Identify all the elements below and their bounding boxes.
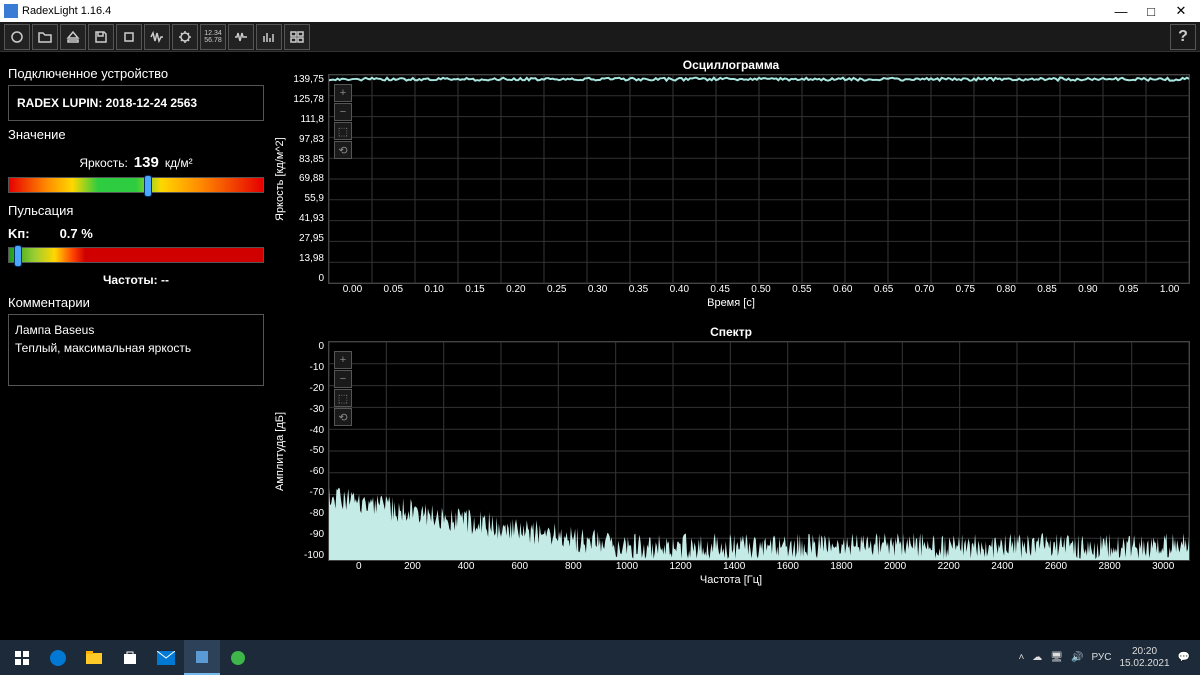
bars-button[interactable] bbox=[256, 24, 282, 50]
tray-monitor-icon[interactable]: 🖥 bbox=[1050, 652, 1063, 663]
brightness-bar bbox=[8, 177, 264, 193]
close-button[interactable]: ✕ bbox=[1166, 3, 1196, 19]
spec-plot[interactable] bbox=[328, 341, 1190, 561]
zoom-in-button[interactable]: + bbox=[334, 84, 352, 102]
store-icon[interactable] bbox=[112, 640, 148, 675]
zoom-fit-button[interactable]: ⬚ bbox=[334, 122, 352, 140]
system-tray: ˄ ☁ 🖥 🔊 РУС 20:20 15.02.2021 💬 bbox=[1018, 646, 1196, 670]
taskbar: ˄ ☁ 🖥 🔊 РУС 20:20 15.02.2021 💬 bbox=[0, 640, 1200, 675]
radexlight-task-icon[interactable] bbox=[184, 640, 220, 675]
start-button[interactable] bbox=[4, 640, 40, 675]
spec-xaxis: 0200400600800100012001400160018002000220… bbox=[272, 561, 1190, 572]
spec-ylabel: Амплитуда [дБ] bbox=[272, 341, 288, 561]
comments-box[interactable]: Лампа Baseus Теплый, максимальная яркост… bbox=[8, 314, 264, 386]
window-titlebar: RadexLight 1.16.4 — □ ✕ bbox=[0, 0, 1200, 22]
spec-xlabel: Частота [Гц] bbox=[272, 572, 1190, 588]
zoom-out-button[interactable]: − bbox=[334, 103, 352, 121]
sidebar: Подключенное устройство RADEX LUPIN: 201… bbox=[0, 52, 272, 640]
pulsation-marker bbox=[14, 245, 22, 267]
notifications-icon[interactable]: 💬 bbox=[1178, 652, 1190, 663]
explorer-icon[interactable] bbox=[76, 640, 112, 675]
zoom-reset-button[interactable]: ⟲ bbox=[334, 408, 352, 426]
wave-button[interactable] bbox=[144, 24, 170, 50]
tray-date: 15.02.2021 bbox=[1119, 658, 1169, 670]
pulse-button[interactable] bbox=[228, 24, 254, 50]
app-icon bbox=[4, 4, 18, 18]
brightness-row: Яркость: 139 кд/м² bbox=[8, 154, 264, 171]
edge-icon[interactable] bbox=[40, 640, 76, 675]
spec-zoom-controls: + − ⬚ ⟲ bbox=[334, 351, 352, 426]
kn-row: Kп: 0.7 % bbox=[8, 226, 264, 241]
zoom-fit-button[interactable]: ⬚ bbox=[334, 389, 352, 407]
zoom-in-button[interactable]: + bbox=[334, 351, 352, 369]
window-title: RadexLight 1.16.4 bbox=[22, 5, 111, 17]
brightness-value: 139 bbox=[134, 154, 159, 171]
settings-button[interactable] bbox=[172, 24, 198, 50]
kn-label: Kп: bbox=[8, 226, 30, 241]
mail-icon[interactable] bbox=[148, 640, 184, 675]
help-button[interactable]: ? bbox=[1170, 24, 1196, 50]
digits-button[interactable]: 12.3456.78 bbox=[200, 24, 226, 50]
frequency-value: Частоты: -- bbox=[8, 273, 264, 287]
spectrum-chart: Спектр Амплитуда [дБ] 0-10-20-30-40-50-6… bbox=[272, 323, 1190, 588]
tray-clock[interactable]: 20:20 15.02.2021 bbox=[1119, 646, 1169, 670]
connect-button[interactable] bbox=[4, 24, 30, 50]
tray-time: 20:20 bbox=[1119, 646, 1169, 658]
zoom-out-button[interactable]: − bbox=[334, 370, 352, 388]
device-name-box: RADEX LUPIN: 2018-12-24 2563 bbox=[8, 85, 264, 121]
comments-section-title: Комментарии bbox=[8, 295, 264, 310]
osc-zoom-controls: + − ⬚ ⟲ bbox=[334, 84, 352, 159]
eject-button[interactable] bbox=[60, 24, 86, 50]
comment-line: Лампа Baseus bbox=[15, 321, 257, 339]
kn-value: 0.7 % bbox=[60, 226, 93, 241]
minimize-button[interactable]: — bbox=[1106, 4, 1136, 19]
tray-chevron-icon[interactable]: ˄ bbox=[1018, 652, 1024, 663]
comment-line: Теплый, максимальная яркость bbox=[15, 339, 257, 357]
spectrum-title: Спектр bbox=[272, 323, 1190, 341]
maximize-button[interactable]: □ bbox=[1136, 4, 1166, 19]
stop-button[interactable] bbox=[116, 24, 142, 50]
value-section-title: Значение bbox=[8, 127, 264, 142]
toolbar: 12.3456.78 ? bbox=[0, 22, 1200, 52]
charts-area: Осциллограмма Яркость [кд/м^2] 139,75125… bbox=[272, 52, 1200, 640]
osc-ylabel: Яркость [кд/м^2] bbox=[272, 74, 288, 284]
osc-xaxis: 0.000.050.100.150.200.250.300.350.400.45… bbox=[272, 284, 1190, 295]
brightness-unit: кд/м² bbox=[165, 156, 193, 170]
osc-plot[interactable] bbox=[328, 74, 1190, 284]
tray-lang[interactable]: РУС bbox=[1091, 652, 1111, 663]
tray-volume-icon[interactable]: 🔊 bbox=[1071, 652, 1083, 663]
device-section-title: Подключенное устройство bbox=[8, 66, 264, 81]
pulsation-bar bbox=[8, 247, 264, 263]
utorrent-icon[interactable] bbox=[220, 640, 256, 675]
oscillogram-title: Осциллограмма bbox=[272, 56, 1190, 74]
layout-button[interactable] bbox=[284, 24, 310, 50]
brightness-label: Яркость: bbox=[79, 156, 127, 170]
pulsation-section-title: Пульсация bbox=[8, 203, 264, 218]
osc-yaxis: 139,75125,78111,897,8383,8569,8855,941,9… bbox=[288, 74, 328, 284]
zoom-reset-button[interactable]: ⟲ bbox=[334, 141, 352, 159]
osc-xlabel: Время [с] bbox=[272, 295, 1190, 311]
open-button[interactable] bbox=[32, 24, 58, 50]
save-button[interactable] bbox=[88, 24, 114, 50]
oscillogram-chart: Осциллограмма Яркость [кд/м^2] 139,75125… bbox=[272, 56, 1190, 311]
brightness-marker bbox=[144, 175, 152, 197]
tray-cloud-icon[interactable]: ☁ bbox=[1032, 652, 1042, 663]
spec-yaxis: 0-10-20-30-40-50-60-70-80-90-100 bbox=[288, 341, 328, 561]
